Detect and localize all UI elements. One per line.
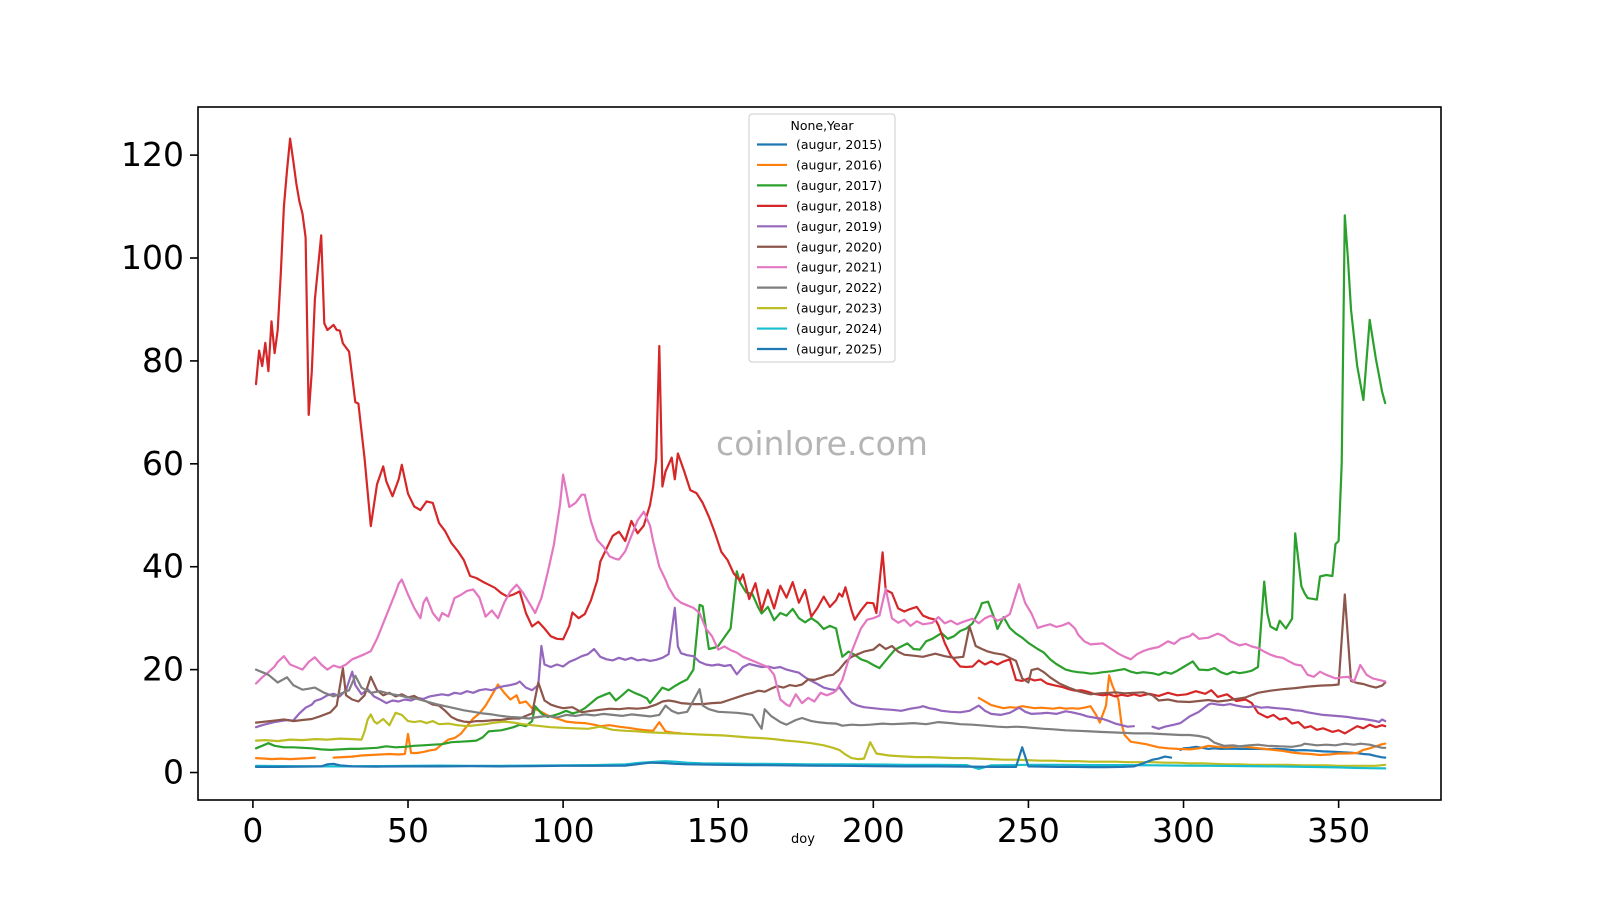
y-tick-label: 100: [121, 238, 184, 277]
series-line-augur-2019: [254, 606, 1387, 730]
legend-entry-label: (augur, 2025): [796, 342, 882, 357]
x-axis-label: doy: [791, 832, 815, 847]
series-line-augur-2023: [254, 711, 1387, 767]
x-tick-label: 0: [242, 811, 263, 850]
series-line-augur-2025: [254, 746, 1173, 769]
series-line-augur-2016: [254, 674, 1387, 761]
legend-entry-augur-2024: (augur, 2024): [757, 321, 882, 336]
legend-box: [748, 113, 896, 363]
x-tick-label: 250: [997, 811, 1060, 850]
legend-entry-label: (augur, 2021): [796, 260, 882, 275]
watermark: coinlore.com: [716, 424, 928, 463]
legend-entry-augur-2019: (augur, 2019): [757, 219, 882, 234]
x-tick-label: 100: [532, 811, 595, 850]
axes: 0 20 40 60 80 100 120 0 50 100 150 200 250 300 350: [121, 106, 1442, 850]
series-lines: [254, 137, 1387, 770]
x-tick-label: 350: [1307, 811, 1370, 850]
series-line-augur-2017: [254, 214, 1387, 751]
legend-entry-augur-2015: (augur, 2015): [757, 137, 882, 152]
y-tick-label: 40: [142, 547, 184, 586]
legend-entry-augur-2016: (augur, 2016): [757, 157, 882, 172]
legend-entry-label: (augur, 2020): [796, 239, 882, 254]
legend-entry-augur-2017: (augur, 2017): [757, 178, 882, 193]
series-line-augur-2022: [254, 668, 1387, 749]
legend-entry-label: (augur, 2024): [796, 321, 882, 336]
legend-entry-augur-2018: (augur, 2018): [757, 198, 882, 213]
x-tick-label: 200: [842, 811, 905, 850]
plot-border: [197, 106, 1442, 801]
legend-entry-augur-2020: (augur, 2020): [757, 239, 882, 254]
y-tick-label: 120: [121, 135, 184, 174]
legend-title: None,Year: [790, 118, 854, 133]
series-line-augur-2015: [1179, 745, 1387, 759]
legend-entry-label: (augur, 2022): [796, 280, 882, 295]
legend-entry-augur-2025: (augur, 2025): [757, 342, 882, 357]
legend-entry-label: (augur, 2019): [796, 219, 882, 234]
x-tick-label: 150: [687, 811, 750, 850]
legend-entry-label: (augur, 2016): [796, 157, 882, 172]
legend-entry-label: (augur, 2023): [796, 301, 882, 316]
y-tick-label: 80: [142, 341, 184, 380]
legend-entry-label: (augur, 2015): [796, 137, 882, 152]
legend-entry-augur-2023: (augur, 2023): [757, 301, 882, 316]
x-tick-label: 300: [1152, 811, 1215, 850]
series-line-augur-2021: [254, 473, 1387, 708]
legend-entry-augur-2022: (augur, 2022): [757, 280, 882, 295]
legend-entry-augur-2021: (augur, 2021): [757, 260, 882, 275]
y-tick-label: 60: [142, 444, 184, 483]
y-tick-label: 20: [142, 650, 184, 689]
legend-entry-label: (augur, 2018): [796, 198, 882, 213]
y-tick-label: 0: [163, 753, 184, 792]
legend-entry-label: (augur, 2017): [796, 178, 882, 193]
x-tick-label: 50: [387, 811, 429, 850]
legend: None,Year (augur, 2015) (augur, 2016) (augu…: [748, 113, 896, 363]
